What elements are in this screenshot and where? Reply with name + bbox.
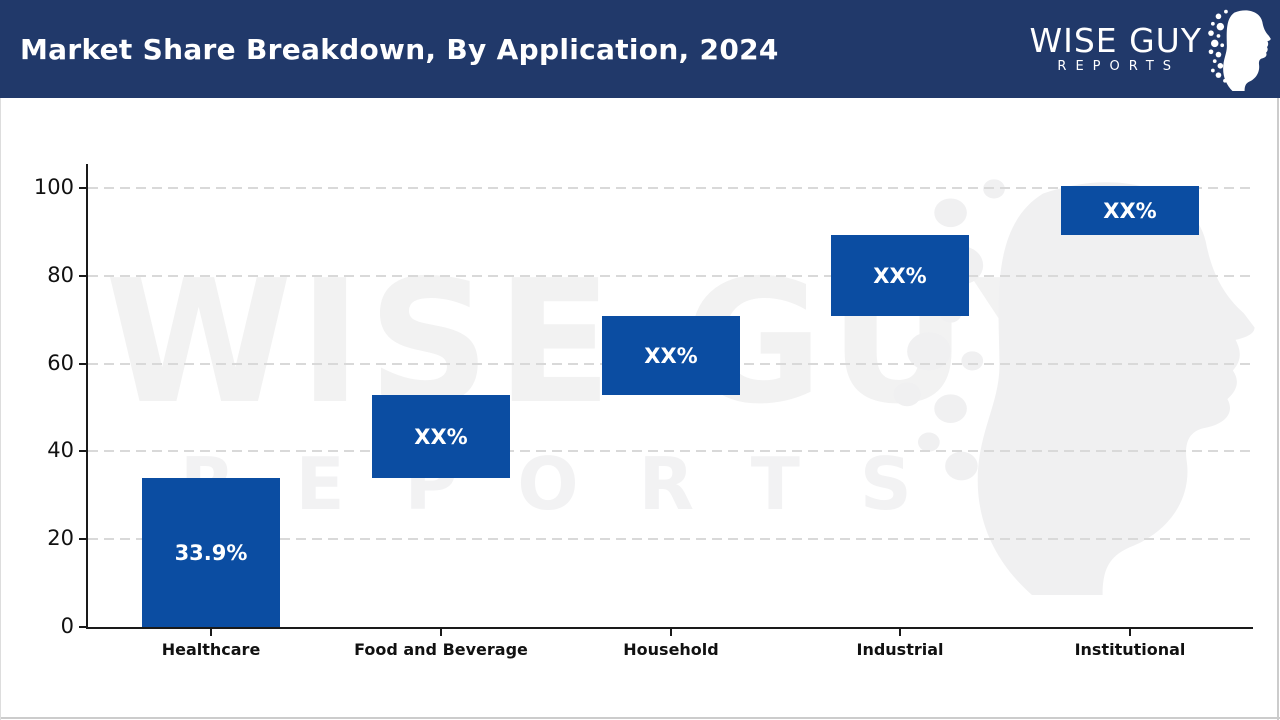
bar-institutional: XX% [1061, 186, 1199, 235]
gridline-80 [88, 275, 1253, 277]
page-edge-bottom [0, 717, 1280, 719]
logo-text: WISE GUY REPORTS [1029, 20, 1202, 75]
bar-value-label: XX% [1103, 198, 1157, 223]
y-tick-label: 0 [60, 614, 74, 638]
gridline-100 [88, 187, 1253, 189]
bar-industrial: XX% [831, 235, 969, 316]
y-tick-mark [79, 363, 87, 365]
x-tick-mark [670, 629, 672, 636]
y-tick-mark [79, 450, 87, 452]
watermark-subtitle: REPORTS [180, 442, 972, 526]
x-category-label-food-and-beverage: Food and Beverage [354, 640, 528, 659]
x-category-label-healthcare: Healthcare [161, 640, 261, 659]
bar-value-label: XX% [414, 424, 468, 449]
y-axis-line [86, 164, 88, 629]
y-tick-mark [79, 538, 87, 540]
header-bar: Market Share Breakdown, By Application, … [0, 0, 1280, 98]
y-tick-mark [79, 626, 87, 628]
bar-value-label: 33.9% [174, 540, 248, 565]
x-tick-mark [210, 629, 212, 636]
bar-value-label: XX% [644, 343, 698, 368]
face-profile-dots-icon [1208, 9, 1271, 91]
wise-guy-reports-logo: WISE GUY REPORTS [1029, 4, 1272, 94]
bar-value-label: XX% [873, 263, 927, 288]
x-axis-line [86, 627, 1253, 629]
logo-wordmark: WISE GUY [1029, 20, 1202, 60]
y-tick-mark [79, 275, 87, 277]
y-tick-label: 80 [47, 263, 74, 287]
y-tick-label: 60 [47, 351, 74, 375]
gridline-40 [88, 450, 1253, 452]
bar-food-and-beverage: XX% [372, 395, 510, 478]
bar-household: XX% [602, 316, 740, 395]
y-tick-label: 20 [47, 526, 74, 550]
bar-healthcare: 33.9% [142, 478, 280, 627]
y-tick-label: 40 [47, 438, 74, 462]
page-title: Market Share Breakdown, By Application, … [20, 32, 779, 66]
page-edge-left [0, 98, 1, 720]
y-tick-mark [79, 187, 87, 189]
x-category-label-household: Household [623, 640, 719, 659]
page-edge-right [1277, 98, 1279, 720]
logo-subtitle: REPORTS [1057, 59, 1181, 75]
y-tick-label: 100 [33, 175, 74, 199]
x-tick-mark [899, 629, 901, 636]
x-category-label-institutional: Institutional [1074, 640, 1186, 659]
x-tick-mark [440, 629, 442, 636]
x-tick-mark [1129, 629, 1131, 636]
x-category-label-industrial: Industrial [856, 640, 944, 659]
gridline-20 [88, 538, 1253, 540]
